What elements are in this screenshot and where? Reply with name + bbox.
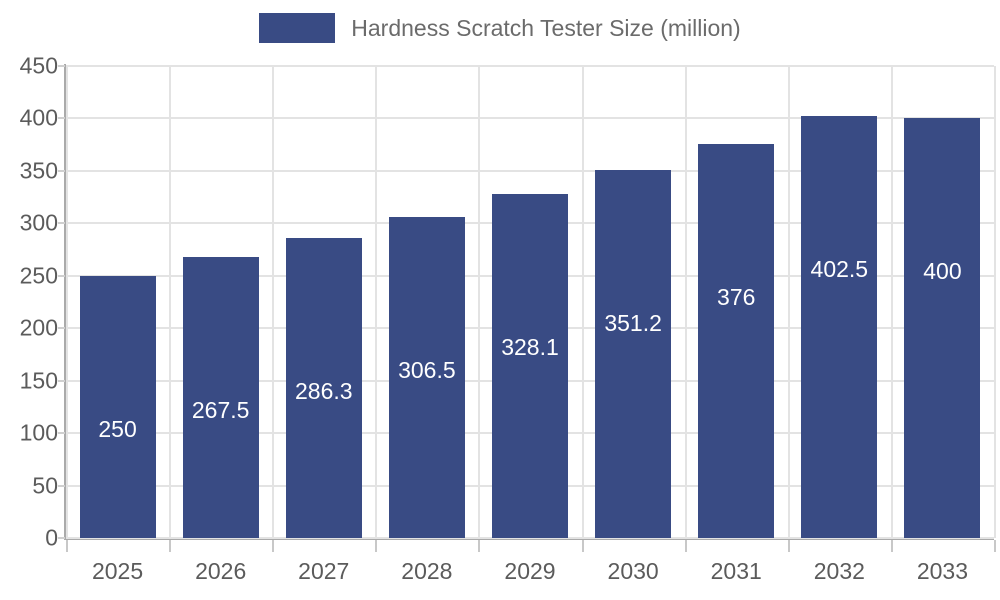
gridline-vertical — [994, 66, 996, 538]
x-axis-tick — [272, 540, 275, 552]
bar-value-label: 286.3 — [294, 377, 353, 404]
x-axis-tick — [684, 540, 687, 552]
x-axis-tick — [581, 540, 584, 552]
y-axis-tick — [58, 222, 65, 225]
gridline-vertical — [684, 66, 687, 538]
bar[interactable] — [904, 118, 981, 538]
x-axis-tick — [478, 540, 481, 552]
bar[interactable] — [182, 257, 259, 538]
gridline-vertical — [787, 66, 790, 538]
y-axis-tick — [58, 537, 65, 539]
y-axis-tick — [58, 327, 65, 330]
x-axis-tick-labels: 2025 2026 2027 2028 2029 2030 2031 2032 2033 — [0, 560, 1000, 594]
x-axis-tick-label: 2026 — [195, 558, 247, 584]
legend-swatch-icon — [259, 13, 336, 43]
x-axis-tick-label: 2029 — [504, 558, 556, 584]
x-axis-tick — [787, 540, 790, 552]
x-axis-tick — [890, 540, 893, 552]
bar[interactable] — [79, 275, 156, 538]
legend-item-label: Hardness Scratch Tester Size (million) — [351, 14, 741, 41]
gridline-vertical — [581, 66, 584, 538]
y-axis-tick — [58, 379, 65, 382]
x-axis-tick — [66, 540, 68, 552]
gridline-horizontal — [66, 65, 994, 67]
bar[interactable] — [595, 169, 672, 538]
y-axis-tick — [58, 432, 65, 435]
x-axis-tick — [994, 540, 996, 552]
y-axis-tick — [58, 65, 65, 67]
gridline-vertical — [375, 66, 378, 538]
bar-value-label: 267.5 — [191, 397, 250, 424]
bar-value-label: 376 — [717, 283, 756, 310]
bar-value-label: 402.5 — [810, 255, 869, 282]
bar-value-label: 351.2 — [604, 309, 662, 336]
x-axis-tick-label: 2033 — [916, 558, 969, 584]
x-axis-tick — [169, 540, 172, 552]
bar-value-label: 328.1 — [501, 333, 559, 360]
chart-legend: Hardness Scratch Tester Size (million) — [0, 8, 1000, 48]
gridline-horizontal — [66, 169, 994, 172]
x-axis-tick — [375, 540, 378, 552]
y-axis-tick — [58, 117, 65, 120]
bar-value-label: 400 — [923, 258, 962, 285]
y-axis-tick — [58, 274, 65, 277]
x-axis-tick-label: 2028 — [401, 558, 453, 584]
x-axis-tick-label: 2025 — [91, 558, 144, 584]
bar[interactable] — [388, 216, 465, 538]
gridline-vertical — [272, 66, 275, 538]
bar[interactable] — [492, 193, 568, 538]
bar-value-label: 306.5 — [398, 356, 456, 383]
x-axis-tick-label: 2032 — [813, 558, 865, 584]
gridline-vertical — [478, 66, 481, 538]
bar[interactable] — [698, 143, 775, 538]
y-axis-line — [64, 64, 66, 540]
gridline-vertical — [169, 66, 172, 538]
x-axis-tick-label: 2031 — [710, 558, 762, 584]
bar-value-label: 250 — [98, 415, 137, 442]
gridline-horizontal — [66, 537, 994, 539]
x-axis-tick-label: 2027 — [298, 558, 350, 584]
bar[interactable] — [285, 237, 362, 538]
y-axis-tick — [58, 169, 65, 172]
x-axis-tick-label: 2030 — [607, 558, 659, 584]
gridline-vertical — [66, 66, 68, 538]
legend-item-series-1[interactable]: Hardness Scratch Tester Size (million) — [259, 13, 741, 43]
y-axis-tick — [58, 484, 65, 487]
gridline-horizontal — [66, 117, 994, 120]
x-axis-line — [64, 538, 994, 540]
bar[interactable] — [801, 115, 878, 538]
gridline-vertical — [890, 66, 893, 538]
